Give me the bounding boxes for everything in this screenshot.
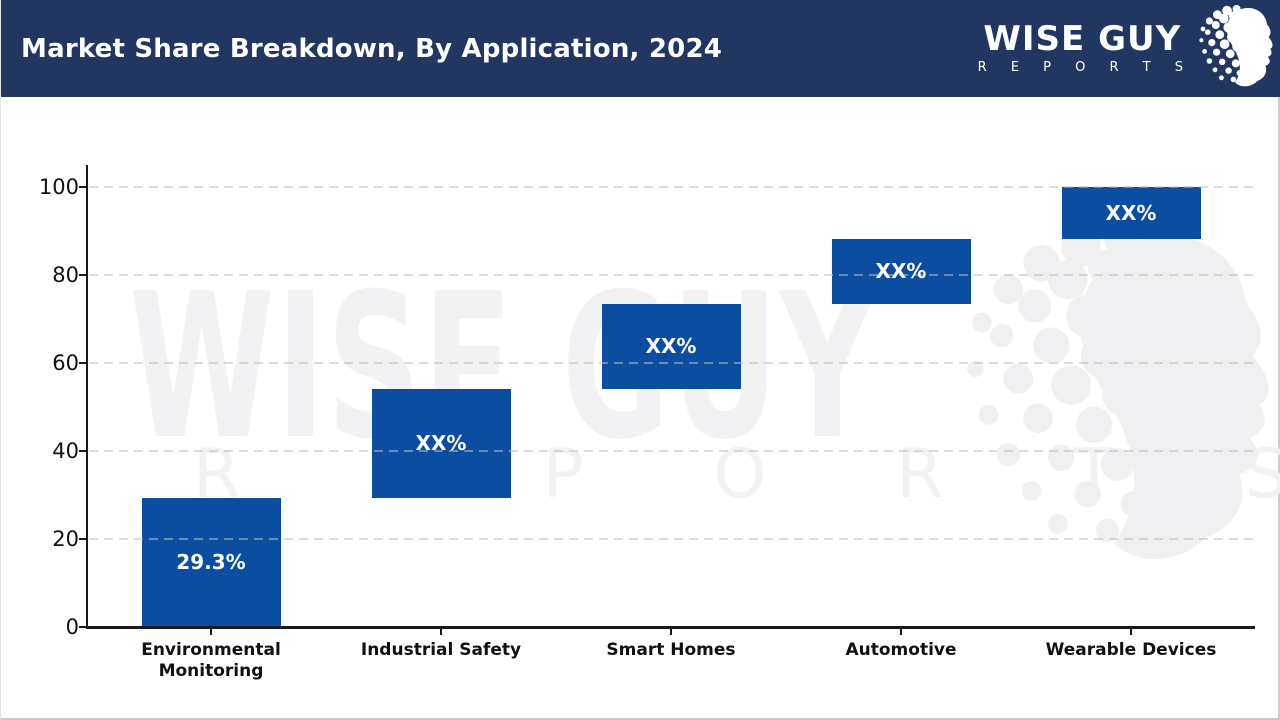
bar-value-label: 29.3% — [176, 550, 246, 575]
y-tick-mark — [79, 361, 88, 364]
y-tick-mark — [79, 449, 88, 452]
y-tick-label: 80 — [52, 262, 79, 287]
x-tick-label: Automotive — [845, 640, 957, 660]
bar — [601, 303, 741, 389]
bar — [831, 238, 971, 304]
bar — [371, 388, 511, 498]
bar-value-label: XX% — [645, 334, 697, 359]
logo-wordmark: WISE GUY — [983, 18, 1182, 59]
x-tick-label: Industrial Safety — [360, 640, 522, 660]
x-tick-label: Wearable Devices — [1045, 640, 1217, 660]
y-tick-mark — [79, 625, 88, 628]
x-tick-mark — [210, 628, 212, 635]
y-tick-mark — [79, 537, 88, 540]
logo-text: WISE GUY R E P O R T S — [972, 18, 1193, 76]
y-tick-mark — [79, 185, 88, 188]
y-tick-label: 20 — [52, 526, 79, 551]
y-tick-mark — [79, 273, 88, 276]
page-title: Market Share Breakdown, By Application, … — [21, 33, 723, 64]
bar-value-label: XX% — [875, 259, 927, 284]
logo-subtitle: R E P O R T S — [977, 60, 1193, 76]
y-tick-label: 60 — [52, 350, 79, 375]
gridline — [89, 449, 1255, 452]
y-tick-label: 40 — [52, 438, 79, 463]
brand-logo: WISE GUY R E P O R T S — [972, 3, 1275, 95]
header: Market Share Breakdown, By Application, … — [1, 0, 1280, 97]
bar — [141, 497, 281, 627]
y-tick-label: 100 — [38, 174, 79, 199]
y-tick-label: 0 — [65, 614, 79, 639]
bar-value-label: XX% — [415, 431, 467, 456]
x-tick-label: Environmental Monitoring — [141, 640, 281, 681]
x-tick-mark — [440, 628, 442, 635]
logo-face-icon — [1199, 4, 1273, 86]
gridline — [89, 185, 1255, 188]
bar-value-label: XX% — [1105, 200, 1157, 225]
x-axis-line — [86, 625, 1255, 629]
gridline — [89, 361, 1255, 364]
x-tick-mark — [1130, 628, 1132, 635]
x-tick-label: Smart Homes — [606, 640, 736, 660]
x-tick-mark — [670, 628, 672, 635]
bar — [1061, 186, 1201, 239]
x-tick-mark — [900, 628, 902, 635]
gridline — [89, 537, 1255, 540]
y-axis-line — [86, 165, 88, 629]
gridline — [89, 273, 1255, 276]
